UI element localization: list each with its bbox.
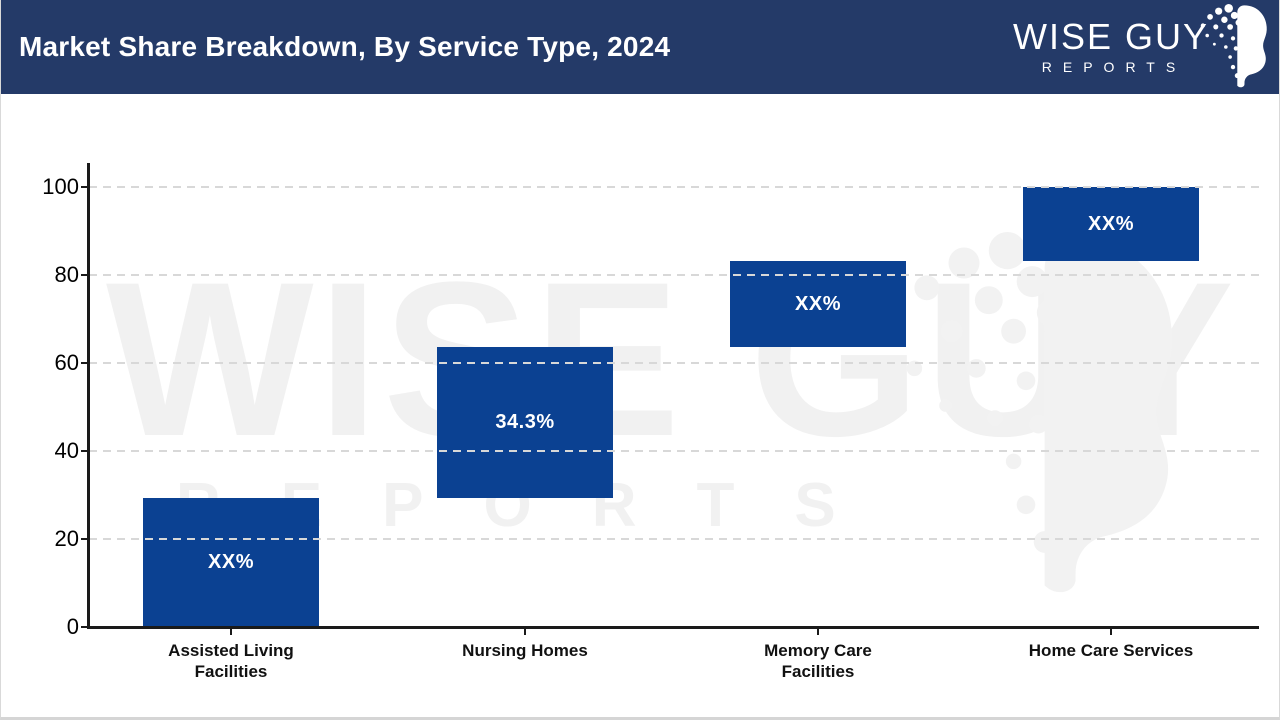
logo-secondary-text: REPORTS (1041, 59, 1187, 75)
bar-nursing-homes: 34.3% (437, 347, 613, 499)
bar-value-label-memory-care-facilities: XX% (795, 292, 841, 315)
x-category-label-line: Facilities (194, 662, 268, 682)
y-tick-mark-60 (81, 362, 89, 364)
wise-guy-reports-logo: WISE GUY REPORTS (1013, 4, 1279, 90)
x-tick-mark-memory-care-facilities (817, 628, 819, 635)
y-tick-mark-100 (81, 186, 89, 188)
header-bar: Market Share Breakdown, By Service Type,… (1, 0, 1279, 94)
x-category-label-line: Facilities (781, 662, 855, 682)
bar-value-label-home-care-services: XX% (1088, 212, 1134, 235)
gridline-60 (89, 362, 1259, 364)
y-tick-mark-80 (81, 274, 89, 276)
bar-home-care-services: XX% (1023, 187, 1199, 262)
y-tick-mark-40 (81, 450, 89, 452)
y-tick-label-80: 80 (54, 262, 79, 287)
x-category-label-line: Memory Care (764, 641, 872, 660)
y-tick-label-40: 40 (54, 438, 79, 463)
head-profile-dots-icon (1200, 4, 1267, 88)
page-title: Market Share Breakdown, By Service Type,… (19, 31, 671, 62)
x-category-label-memory-care-facilities: Memory Care Facilities (678, 640, 958, 683)
gridline-100 (89, 186, 1259, 188)
gridline-80 (89, 274, 1259, 276)
y-tick-label-20: 20 (54, 526, 79, 551)
x-category-label-nursing-homes: Nursing Homes (385, 640, 665, 661)
x-category-label-line: Assisted Living (168, 641, 294, 660)
y-tick-label-0: 0 (66, 614, 79, 639)
y-axis-line (87, 163, 90, 629)
bar-value-label-assisted-living-facilities: XX% (208, 551, 254, 574)
y-tick-label-60: 60 (54, 350, 79, 375)
y-tick-mark-20 (81, 538, 89, 540)
x-tick-mark-nursing-homes (524, 628, 526, 635)
x-category-label-line: Home Care Services (1028, 641, 1194, 660)
y-tick-label-100: 100 (42, 174, 79, 199)
logo-wordmark: WISE GUY REPORTS (1012, 16, 1209, 76)
x-category-label-home-care-services: Home Care Services (971, 640, 1251, 661)
bar-assisted-living-facilities: XX% (143, 498, 319, 627)
watermark-head-profile-dots-icon (886, 232, 1173, 593)
x-tick-mark-assisted-living-facilities (230, 628, 232, 635)
x-category-label-assisted-living-facilities: Assisted Living Facilities (91, 640, 371, 683)
logo-primary-text: WISE GUY (1012, 16, 1209, 57)
x-category-label-line: Nursing Homes (462, 641, 588, 660)
y-tick-mark-0 (81, 626, 89, 628)
gridline-20 (89, 538, 1259, 540)
bar-value-label-nursing-homes: 34.3% (495, 411, 555, 434)
gridline-40 (89, 450, 1259, 452)
x-axis-line (87, 626, 1259, 629)
x-tick-mark-home-care-services (1110, 628, 1112, 635)
